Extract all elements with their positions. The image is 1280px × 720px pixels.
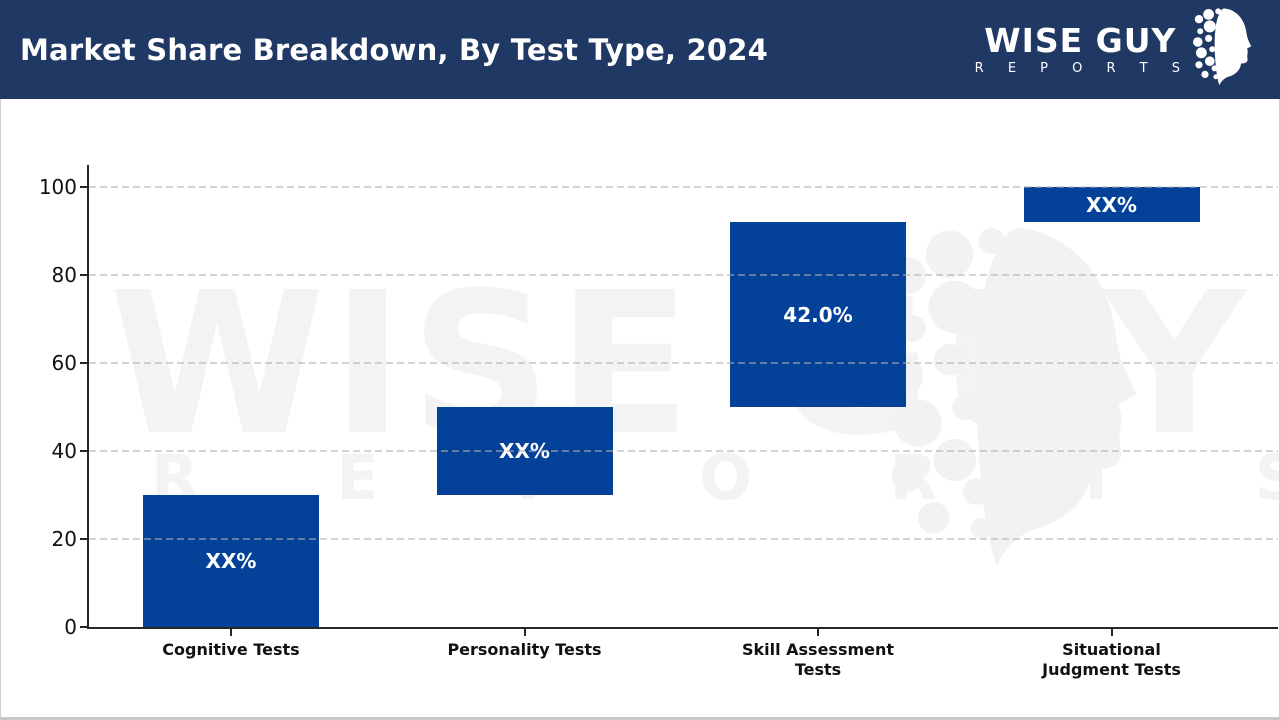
x-axis-label-2: Personality Tests <box>405 640 645 660</box>
chart-canvas: WISE GUY R E P O R T S 0 20 40 60 80 100 XX% Co… <box>0 99 1280 720</box>
x-tick-mark <box>817 627 819 636</box>
brand-logo: WISE GUY R E P O R T S <box>971 6 1260 94</box>
x-axis-label-line: Personality Tests <box>447 640 602 659</box>
x-axis-label-line: Judgment Tests <box>1042 660 1181 679</box>
header-bar: Market Share Breakdown, By Test Type, 20… <box>0 0 1280 99</box>
y-tick-label: 40 <box>51 439 77 463</box>
y-tick-mark <box>80 274 89 276</box>
gridline-y20 <box>89 538 1278 540</box>
y-tick-label: 100 <box>38 175 77 199</box>
x-tick-mark <box>523 627 526 636</box>
x-axis-label-3: Skill Assessment Tests <box>698 640 938 680</box>
y-tick-label: 20 <box>51 527 77 551</box>
bar-value-label: XX% <box>205 549 257 573</box>
x-tick-mark <box>1110 627 1113 636</box>
gridline-y40 <box>89 450 1278 452</box>
x-axis-label-line: Cognitive Tests <box>162 640 300 659</box>
bar-situational-judgment-tests: XX% <box>1023 187 1200 223</box>
gridline-y80 <box>89 274 1278 276</box>
brand-logo-text: WISE GUY R E P O R T S <box>971 24 1190 75</box>
bar-skill-assessment-tests: 42.0% <box>730 222 906 407</box>
y-tick-label: 80 <box>51 263 77 287</box>
x-axis-label-line: Tests <box>794 660 842 679</box>
dotted-head-logo-icon <box>1192 6 1260 94</box>
x-tick-mark <box>230 627 232 636</box>
x-axis-spine <box>87 627 1278 629</box>
y-tick-mark <box>80 538 89 540</box>
y-tick-mark <box>80 362 89 364</box>
brand-name: WISE GUY <box>984 21 1177 60</box>
page-title: Market Share Breakdown, By Test Type, 20… <box>20 32 769 67</box>
x-axis-label-1: Cognitive Tests <box>111 640 351 660</box>
bar-value-label: 42.0% <box>783 302 853 327</box>
gridline-y60 <box>89 362 1278 364</box>
x-axis-label-line: Skill Assessment <box>741 640 895 659</box>
y-tick-label: 0 <box>64 615 77 639</box>
y-tick-mark <box>80 450 89 452</box>
brand-subtitle: R E P O R T S <box>974 61 1190 76</box>
bar-value-label: XX% <box>1086 192 1137 217</box>
y-tick-mark <box>80 186 89 188</box>
x-axis-label-line: Situational <box>1062 640 1161 659</box>
y-axis-spine <box>87 165 89 629</box>
x-axis-label-4: Situational Judgment Tests <box>992 640 1232 680</box>
y-tick-label: 60 <box>51 351 77 375</box>
bar-cognitive-tests: XX% <box>143 495 319 627</box>
gridline-y100 <box>89 186 1278 188</box>
y-tick-mark <box>80 626 89 628</box>
